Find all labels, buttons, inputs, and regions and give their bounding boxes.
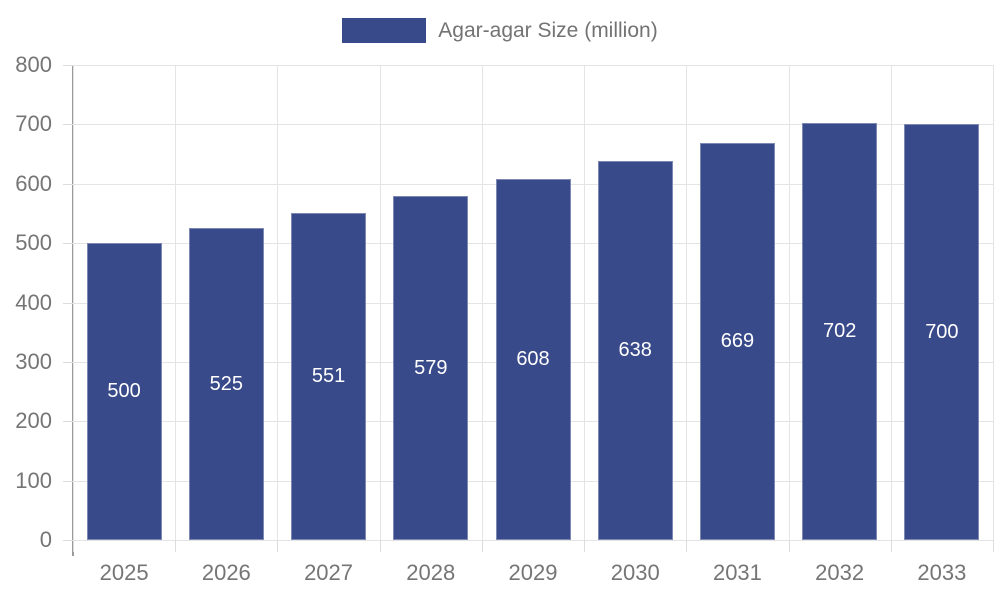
x-axis-tick-label: 2033 bbox=[917, 560, 967, 585]
bar-value-label: 700 bbox=[925, 320, 959, 343]
y-axis-tick bbox=[63, 183, 73, 185]
y-axis-tick-label: 800 bbox=[15, 52, 52, 77]
y-axis-tick-label: 200 bbox=[15, 408, 52, 434]
bar-value-label: 608 bbox=[516, 348, 550, 370]
y-axis-tick bbox=[63, 243, 73, 245]
y-axis-tick bbox=[63, 480, 73, 482]
bar-value-label: 500 bbox=[107, 380, 141, 403]
bar-value-label: 702 bbox=[822, 320, 857, 343]
gridline-vertical bbox=[73, 65, 74, 540]
gridline-vertical bbox=[686, 65, 688, 540]
bar-value-label: 669 bbox=[720, 329, 755, 352]
y-axis-tick-label: 500 bbox=[15, 230, 52, 256]
legend-item[interactable]: Agar-agar Size (million) bbox=[342, 18, 658, 43]
legend-swatch-icon bbox=[342, 18, 427, 43]
x-axis-tick-label: 2030 bbox=[610, 560, 660, 585]
chart-legend: Agar-agar Size (million) bbox=[0, 18, 1000, 43]
bar-value-label: 579 bbox=[414, 356, 448, 379]
y-axis-tick-label: 0 bbox=[39, 527, 52, 552]
bar-2025: 500 bbox=[86, 243, 162, 540]
x-axis-tick bbox=[890, 540, 892, 552]
plot-area: 500 525 551 579 608 638 669 702 700 bbox=[63, 65, 994, 556]
y-axis-tick bbox=[63, 540, 73, 541]
gridline-vertical bbox=[890, 65, 892, 540]
y-axis-tick bbox=[63, 124, 73, 126]
y-axis-tick bbox=[63, 361, 73, 363]
bar-2027: 551 bbox=[291, 212, 367, 540]
y-axis-labels: 0 100 200 300 400 500 600 700 800 bbox=[0, 52, 60, 552]
y-axis-tick-label: 100 bbox=[15, 467, 52, 493]
bar-value-label: 551 bbox=[311, 364, 346, 387]
x-axis-tick-label: 2031 bbox=[712, 560, 762, 585]
x-axis-tick-label: 2026 bbox=[201, 560, 251, 585]
y-axis-tick-label: 400 bbox=[15, 289, 52, 315]
x-axis-tick-label: 2032 bbox=[815, 560, 865, 585]
gridline-vertical bbox=[584, 65, 586, 540]
y-axis-tick-label: 600 bbox=[15, 170, 52, 196]
x-axis-tick bbox=[73, 540, 74, 552]
x-axis-tick bbox=[379, 540, 381, 552]
x-axis-tick bbox=[788, 540, 790, 552]
gridline-horizontal bbox=[73, 65, 993, 66]
gridline-vertical bbox=[993, 65, 994, 540]
x-axis-tick-label: 2025 bbox=[99, 560, 149, 585]
gridline-vertical bbox=[788, 65, 790, 540]
x-axis-tick-label: 2027 bbox=[304, 560, 354, 585]
y-axis-tick-label: 300 bbox=[15, 348, 52, 374]
gridline-horizontal bbox=[73, 540, 993, 541]
bar-2029: 608 bbox=[495, 179, 571, 540]
x-axis-tick-label: 2029 bbox=[508, 560, 558, 585]
x-axis-tick bbox=[277, 540, 279, 552]
y-axis-tick bbox=[63, 421, 73, 423]
gridline-vertical bbox=[175, 65, 177, 540]
bar-2032: 702 bbox=[802, 123, 878, 540]
x-axis-tick-label: 2028 bbox=[406, 560, 456, 585]
bar-value-label: 525 bbox=[209, 372, 244, 395]
x-axis-tick bbox=[993, 540, 994, 552]
bar-2026: 525 bbox=[188, 228, 264, 540]
bar-2028: 579 bbox=[393, 196, 469, 540]
legend-label: Agar-agar Size (million) bbox=[438, 18, 658, 42]
x-axis-labels: 2025 2026 2027 2028 2029 2030 2031 2032 2033 bbox=[73, 540, 993, 590]
bar-2033: 700 bbox=[904, 124, 980, 540]
gridline-vertical bbox=[379, 65, 381, 540]
gridline-horizontal bbox=[73, 124, 993, 126]
x-axis-tick bbox=[481, 540, 483, 552]
bar-2031: 669 bbox=[699, 142, 775, 540]
x-axis-tick bbox=[686, 540, 688, 552]
gridline-vertical bbox=[277, 65, 279, 540]
bar-value-label: 638 bbox=[618, 339, 652, 362]
gridline-vertical bbox=[481, 65, 483, 540]
x-axis-tick bbox=[175, 540, 177, 552]
y-axis-tick bbox=[63, 65, 73, 66]
y-axis-tick-label: 700 bbox=[15, 111, 52, 137]
y-axis-tick bbox=[63, 302, 73, 304]
bar-2030: 638 bbox=[597, 161, 673, 540]
x-axis-tick bbox=[584, 540, 586, 552]
